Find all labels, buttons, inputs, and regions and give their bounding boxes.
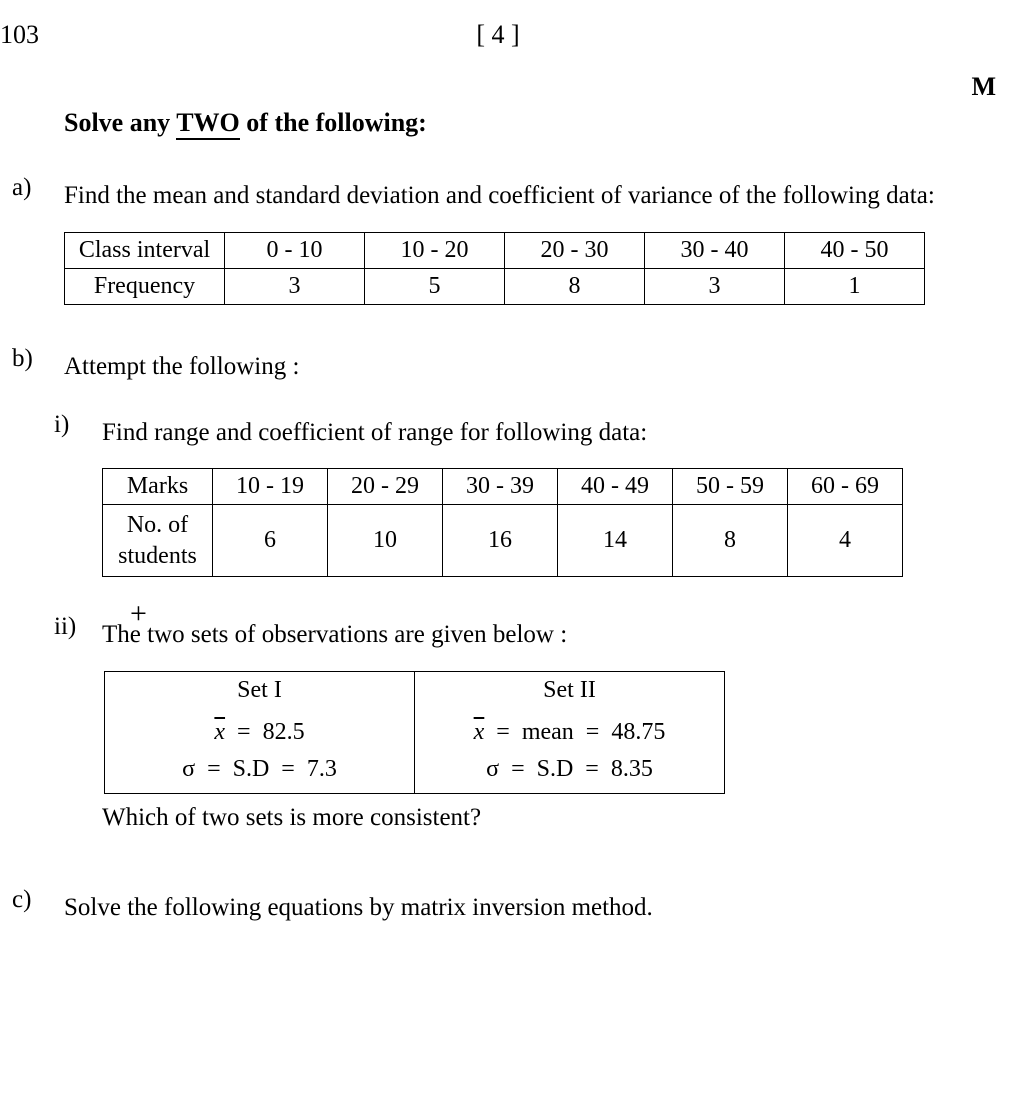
q-c-label: c) [12, 886, 31, 914]
table-cell: 8 [673, 505, 788, 577]
marks-label: M [971, 72, 996, 102]
q-a-text: Find the mean and standard deviation and… [64, 174, 996, 218]
table-cell: 14 [558, 505, 673, 577]
row-label: Frequency [65, 268, 225, 304]
table-cell: 30 - 40 [645, 232, 785, 268]
table-cell: 8 [505, 268, 645, 304]
table-cell: 3 [645, 268, 785, 304]
sub-i-label: i) [54, 411, 69, 439]
table-cell: 30 - 39 [443, 469, 558, 505]
plus-icon: + [130, 597, 147, 631]
sub-i: i) Find range and coefficient of range f… [102, 411, 996, 578]
table-a: Class interval 0 - 10 10 - 20 20 - 30 30… [64, 232, 925, 305]
table-cell: 10 [328, 505, 443, 577]
table-cell: 50 - 59 [673, 469, 788, 505]
page-number: [ 4 ] [476, 20, 519, 50]
table-cell: 40 - 50 [785, 232, 925, 268]
instruction-suffix: of the following: [240, 108, 427, 137]
table-cell: 20 - 30 [505, 232, 645, 268]
table-cell: 20 - 29 [328, 469, 443, 505]
table-cell: 3 [225, 268, 365, 304]
table-header: Set II [415, 672, 725, 710]
row-label: Class interval [65, 232, 225, 268]
table-cell: 6 [213, 505, 328, 577]
table-row: No. ofstudents 6 10 16 14 8 4 [103, 505, 903, 577]
table-cell: 10 - 19 [213, 469, 328, 505]
table-cell: 0 - 10 [225, 232, 365, 268]
table-cell: x = 82.5 σ = S.D = 7.3 [105, 709, 415, 794]
q-b-text: Attempt the following : [64, 345, 996, 389]
table-cell: x = mean = 48.75 σ = S.D = 8.35 [415, 709, 725, 794]
table-row: Class interval 0 - 10 10 - 20 20 - 30 30… [65, 232, 925, 268]
row-label: Marks [103, 469, 213, 505]
sub-ii-text: The two sets of observations are given b… [102, 613, 996, 657]
table-cell: 5 [365, 268, 505, 304]
sub-ii-label: ii) [54, 613, 76, 641]
q-c-text: Solve the following equations by matrix … [64, 886, 996, 930]
instruction-two: TWO [176, 108, 240, 140]
table-row: x = 82.5 σ = S.D = 7.3 x = mean = 48.75 … [105, 709, 725, 794]
q-a-label: a) [12, 174, 31, 202]
table-bi: Marks 10 - 19 20 - 29 30 - 39 40 - 49 50… [102, 468, 903, 577]
question-c: c) Solve the following equations by matr… [64, 886, 996, 930]
table-row: Set I Set II [105, 672, 725, 710]
table-cell: 40 - 49 [558, 469, 673, 505]
table-cell: 1 [785, 268, 925, 304]
instruction-line: Solve any TWO of the following: [64, 108, 996, 138]
table-row: Frequency 3 5 8 3 1 [65, 268, 925, 304]
doc-code: 103 [0, 20, 39, 50]
row-label: No. ofstudents [103, 505, 213, 577]
table-cell: 10 - 20 [365, 232, 505, 268]
q-b-label: b) [12, 345, 33, 373]
table-row: Marks 10 - 19 20 - 29 30 - 39 40 - 49 50… [103, 469, 903, 505]
sub-ii-followup: Which of two sets is more consistent? [102, 804, 996, 832]
sub-i-text: Find range and coefficient of range for … [102, 411, 996, 455]
table-header: Set I [105, 672, 415, 710]
sub-ii: ii) + The two sets of observations are g… [102, 613, 996, 832]
table-cell: 16 [443, 505, 558, 577]
instruction-prefix: Solve any [64, 108, 176, 137]
table-bii: Set I Set II x = 82.5 σ = S.D = 7.3 x = … [104, 671, 725, 794]
table-cell: 60 - 69 [788, 469, 903, 505]
question-b: b) Attempt the following : i) Find range… [64, 345, 996, 833]
question-a: a) Find the mean and standard deviation … [64, 174, 996, 305]
table-cell: 4 [788, 505, 903, 577]
